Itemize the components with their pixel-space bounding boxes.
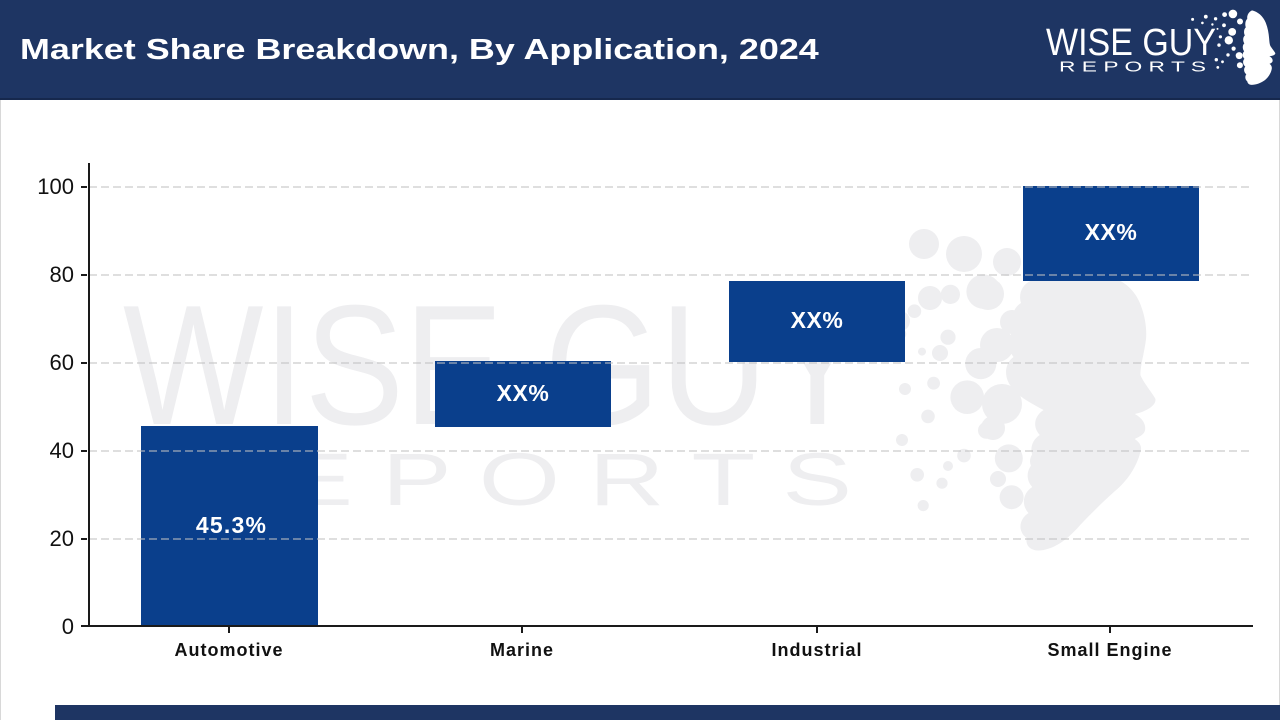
- svg-text:WISE GUY: WISE GUY: [1046, 22, 1216, 64]
- svg-text:R E P O R T S: R E P O R T S: [1059, 59, 1206, 76]
